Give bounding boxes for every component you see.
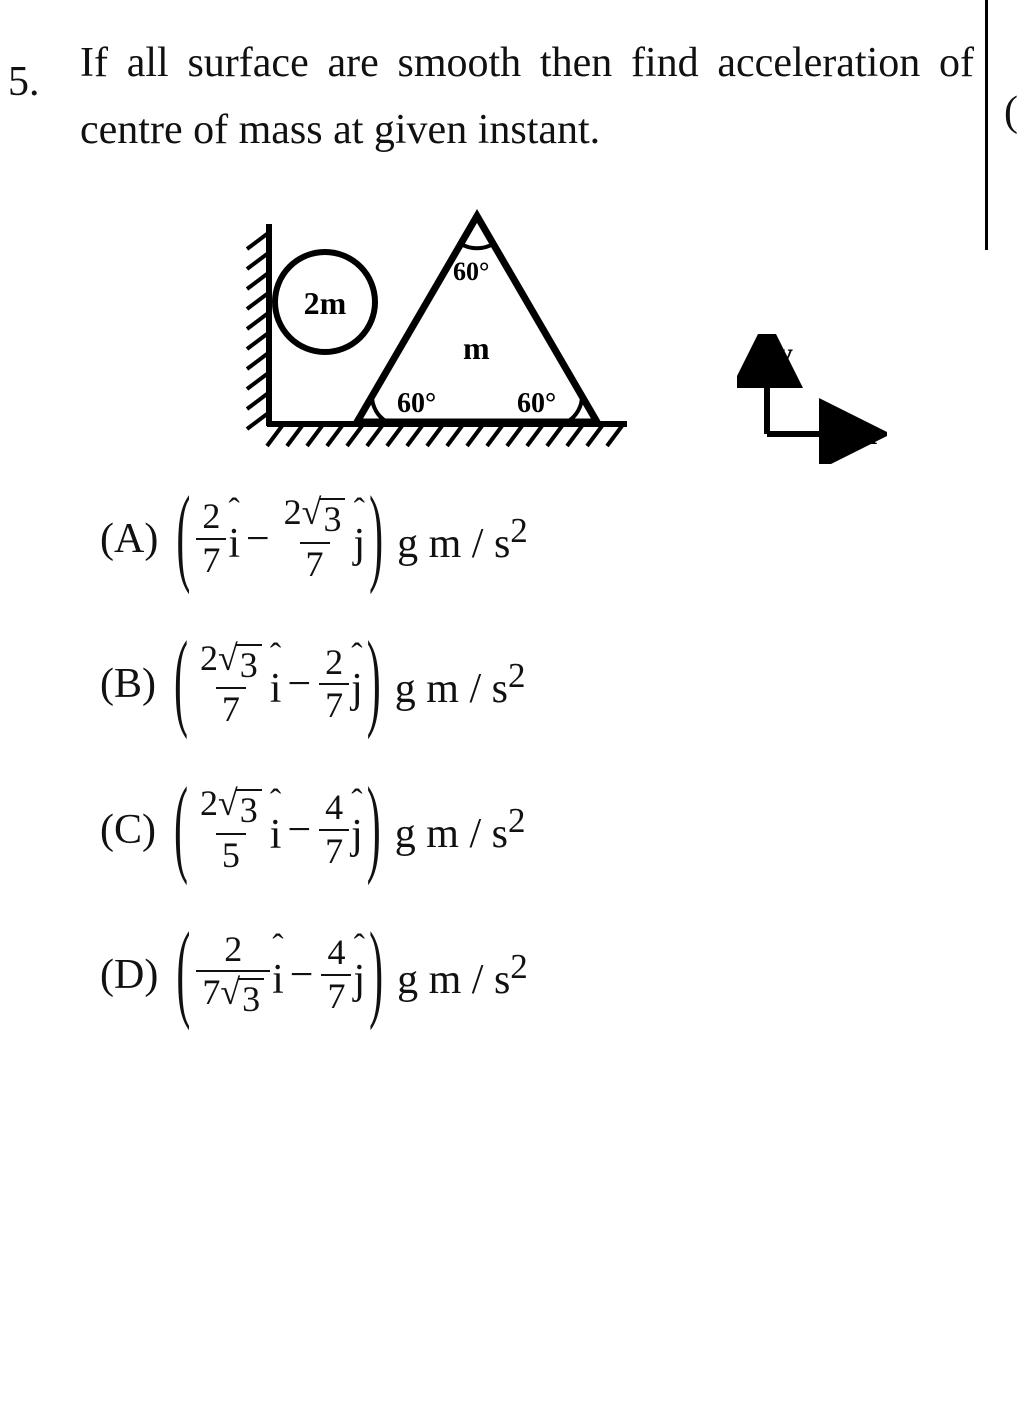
wedge-mass-label: m xyxy=(463,330,490,366)
unit-vector-i: i xyxy=(272,946,284,1004)
coordinate-axes: y x xyxy=(737,334,887,464)
option-c[interactable]: (C) ( 2√3 5 i − 4 7 j ) g m / s2 xyxy=(100,785,994,874)
physics-figure: 60° 60° 60° m 2m xyxy=(197,194,657,464)
axis-y-label: y xyxy=(777,335,793,371)
question-number: 5. xyxy=(8,58,40,106)
paren-close: ) xyxy=(367,628,381,737)
axis-x-label: x xyxy=(861,415,877,451)
option-d-frac2: 4 7 xyxy=(321,934,351,1016)
unit-vector-j: j xyxy=(353,946,365,1004)
right-margin-rule xyxy=(985,0,988,250)
exam-question-page: ( 5. If all surface are smooth then find… xyxy=(0,0,1024,1413)
option-a-frac2: 2√3 7 xyxy=(278,494,352,583)
answer-options: (A) ( 2 7 i − 2√3 7 j ) g m / s2 (B) ( 2… xyxy=(100,494,994,1020)
option-a-frac1: 2 7 xyxy=(196,498,226,580)
minus-sign: − xyxy=(287,806,311,854)
unit-vector-j: j xyxy=(351,655,363,713)
option-d[interactable]: (D) ( 2 7√3 i − 4 7 j ) g m / s2 xyxy=(100,931,994,1020)
option-b-frac2: 2 7 xyxy=(319,644,349,726)
option-b-label: (B) xyxy=(100,660,156,708)
minus-sign: − xyxy=(246,515,270,563)
unit-vector-j: j xyxy=(353,510,365,568)
minus-sign: − xyxy=(287,660,311,708)
paren-close: ) xyxy=(367,773,381,882)
option-b[interactable]: (B) ( 2√3 7 i − 2 7 j ) g m / s2 xyxy=(100,640,994,729)
unit-text: g m / s2 xyxy=(397,511,528,568)
paren-close: ) xyxy=(369,482,383,591)
paren-close: ) xyxy=(369,919,383,1028)
unit-vector-i: i xyxy=(228,510,240,568)
minus-sign: − xyxy=(290,951,314,999)
apex-angle-label: 60° xyxy=(453,257,489,286)
unit-vector-i: i xyxy=(270,655,282,713)
paren-open: ( xyxy=(174,773,188,882)
right-margin-paren: ( xyxy=(1004,88,1018,136)
option-a-label: (A) xyxy=(100,515,158,563)
unit-text: g m / s2 xyxy=(395,656,526,713)
figure-row: 60° 60° 60° m 2m y x xyxy=(90,194,994,464)
paren-open: ( xyxy=(176,482,190,591)
option-d-frac1: 2 7√3 xyxy=(196,931,270,1020)
unit-vector-j: j xyxy=(351,801,363,859)
ball-mass-label: 2m xyxy=(304,285,347,321)
left-angle-label: 60° xyxy=(397,388,436,419)
question-text: If all surface are smooth then find acce… xyxy=(80,30,974,164)
unit-vector-i: i xyxy=(270,801,282,859)
unit-text: g m / s2 xyxy=(395,801,526,858)
unit-text: g m / s2 xyxy=(397,947,528,1004)
option-c-frac2: 4 7 xyxy=(319,789,349,871)
option-d-label: (D) xyxy=(100,951,158,999)
right-angle-label: 60° xyxy=(517,388,556,419)
paren-open: ( xyxy=(176,919,190,1028)
option-c-frac1: 2√3 5 xyxy=(194,785,268,874)
option-c-label: (C) xyxy=(100,806,156,854)
paren-open: ( xyxy=(174,628,188,737)
option-b-frac1: 2√3 7 xyxy=(194,640,268,729)
option-a[interactable]: (A) ( 2 7 i − 2√3 7 j ) g m / s2 xyxy=(100,494,994,583)
